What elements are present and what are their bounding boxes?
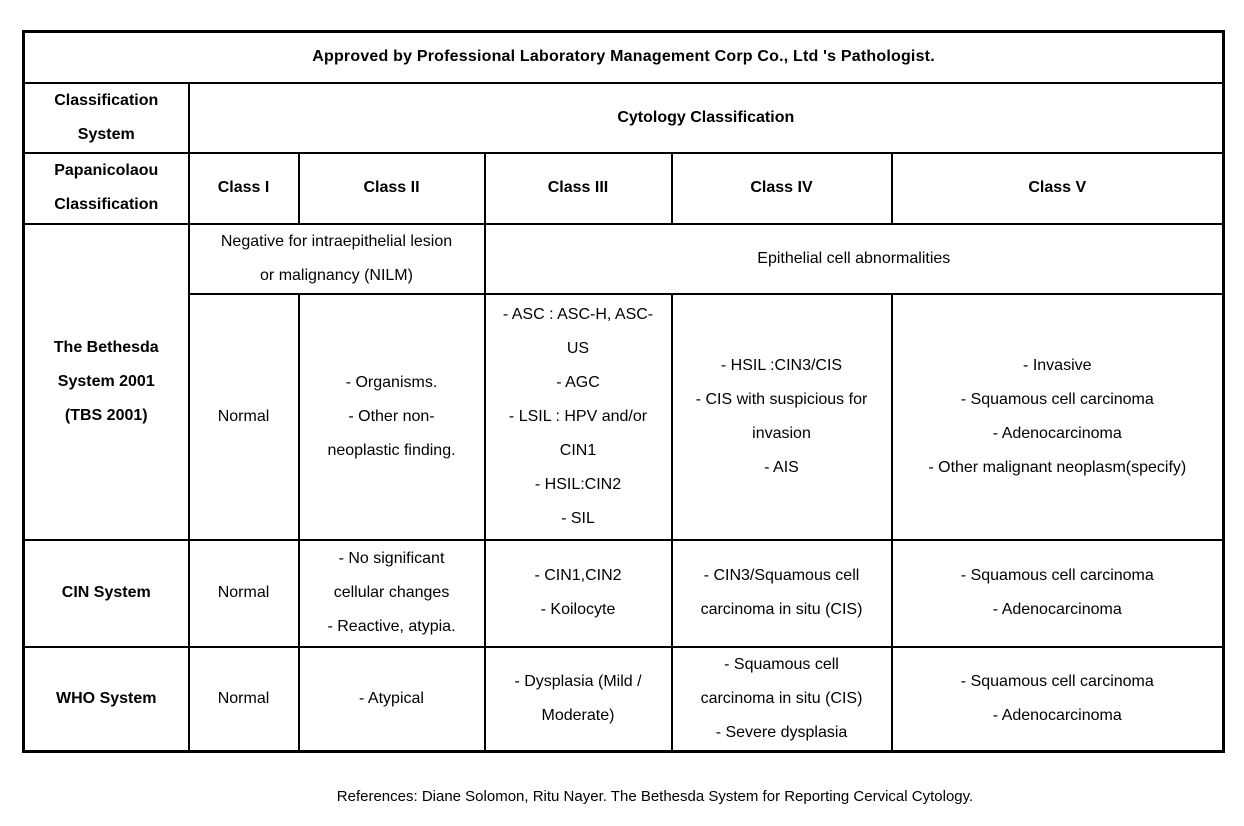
classification-table: Approved by Professional Laboratory Mana… bbox=[22, 30, 1226, 753]
class-iii-header: Class III bbox=[483, 151, 673, 225]
who-system-row: WHO System Normal - Atypical - Dysplasia… bbox=[22, 645, 1225, 752]
class-v-header: Class V bbox=[890, 151, 1225, 225]
who-class3-cell: - Dysplasia (Mild / Moderate) bbox=[483, 645, 673, 752]
who-class4-cell: - Squamous cell carcinoma in situ (CIS) … bbox=[670, 645, 893, 752]
table-title: Approved by Professional Laboratory Mana… bbox=[22, 30, 1225, 84]
bethesda-class4-cell: - HSIL :CIN3/CIS - CIS with suspicious f… bbox=[670, 292, 893, 541]
cin-system-row: CIN System Normal - No significant cellu… bbox=[22, 538, 1225, 648]
header-row-systems: Classification System Cytology Classific… bbox=[22, 81, 1225, 154]
bethesda-epithelial-cell: Epithelial cell abnormalities bbox=[483, 222, 1225, 295]
bethesda-class3-cell: - ASC : ASC-H, ASC- US - AGC - LSIL : HP… bbox=[483, 292, 673, 541]
bethesda-class1-cell: Normal bbox=[187, 292, 300, 541]
references-note: References: Diane Solomon, Ritu Nayer. T… bbox=[336, 788, 974, 805]
cin-class5-cell: - Squamous cell carcinoma - Adenocarcino… bbox=[890, 538, 1225, 648]
cin-class3-cell: - CIN1,CIN2 - Koilocyte bbox=[483, 538, 673, 648]
bethesda-class5-cell: - Invasive - Squamous cell carcinoma - A… bbox=[890, 292, 1225, 541]
class-ii-header: Class II bbox=[297, 151, 486, 225]
bethesda-class2-cell: - Organisms. - Other non- neoplastic fin… bbox=[297, 292, 486, 541]
cin-class4-cell: - CIN3/Squamous cell carcinoma in situ (… bbox=[670, 538, 893, 648]
bethesda-summary-row: The Bethesda System 2001 (TBS 2001) Nega… bbox=[22, 222, 1225, 541]
papanicolaou-header: Papanicolaou Classification bbox=[22, 151, 190, 225]
title-row: Approved by Professional Laboratory Mana… bbox=[22, 30, 1225, 84]
cin-row-label: CIN System bbox=[22, 538, 190, 648]
class-i-header: Class I bbox=[187, 151, 300, 225]
cin-class2-cell: - No significant cellular changes - Reac… bbox=[297, 538, 486, 648]
bethesda-row-label: The Bethesda System 2001 (TBS 2001) bbox=[22, 222, 190, 541]
bethesda-nilm-cell: Negative for intraepithelial lesion or m… bbox=[187, 222, 486, 295]
who-row-label: WHO System bbox=[22, 645, 190, 752]
who-class5-cell: - Squamous cell carcinoma - Adenocarcino… bbox=[890, 645, 1225, 752]
who-class2-cell: - Atypical bbox=[297, 645, 486, 752]
header-row-classes: Papanicolaou Classification Class I Clas… bbox=[22, 151, 1225, 225]
cin-class1-cell: Normal bbox=[187, 538, 300, 648]
who-class1-cell: Normal bbox=[187, 645, 300, 752]
bethesda-detail-row: Normal - Organisms. - Other non- neoplas… bbox=[24, 292, 1225, 541]
cytology-classification-header: Cytology Classification bbox=[187, 81, 1225, 154]
classification-system-header: Classification System bbox=[22, 81, 190, 154]
class-iv-header: Class IV bbox=[670, 151, 893, 225]
